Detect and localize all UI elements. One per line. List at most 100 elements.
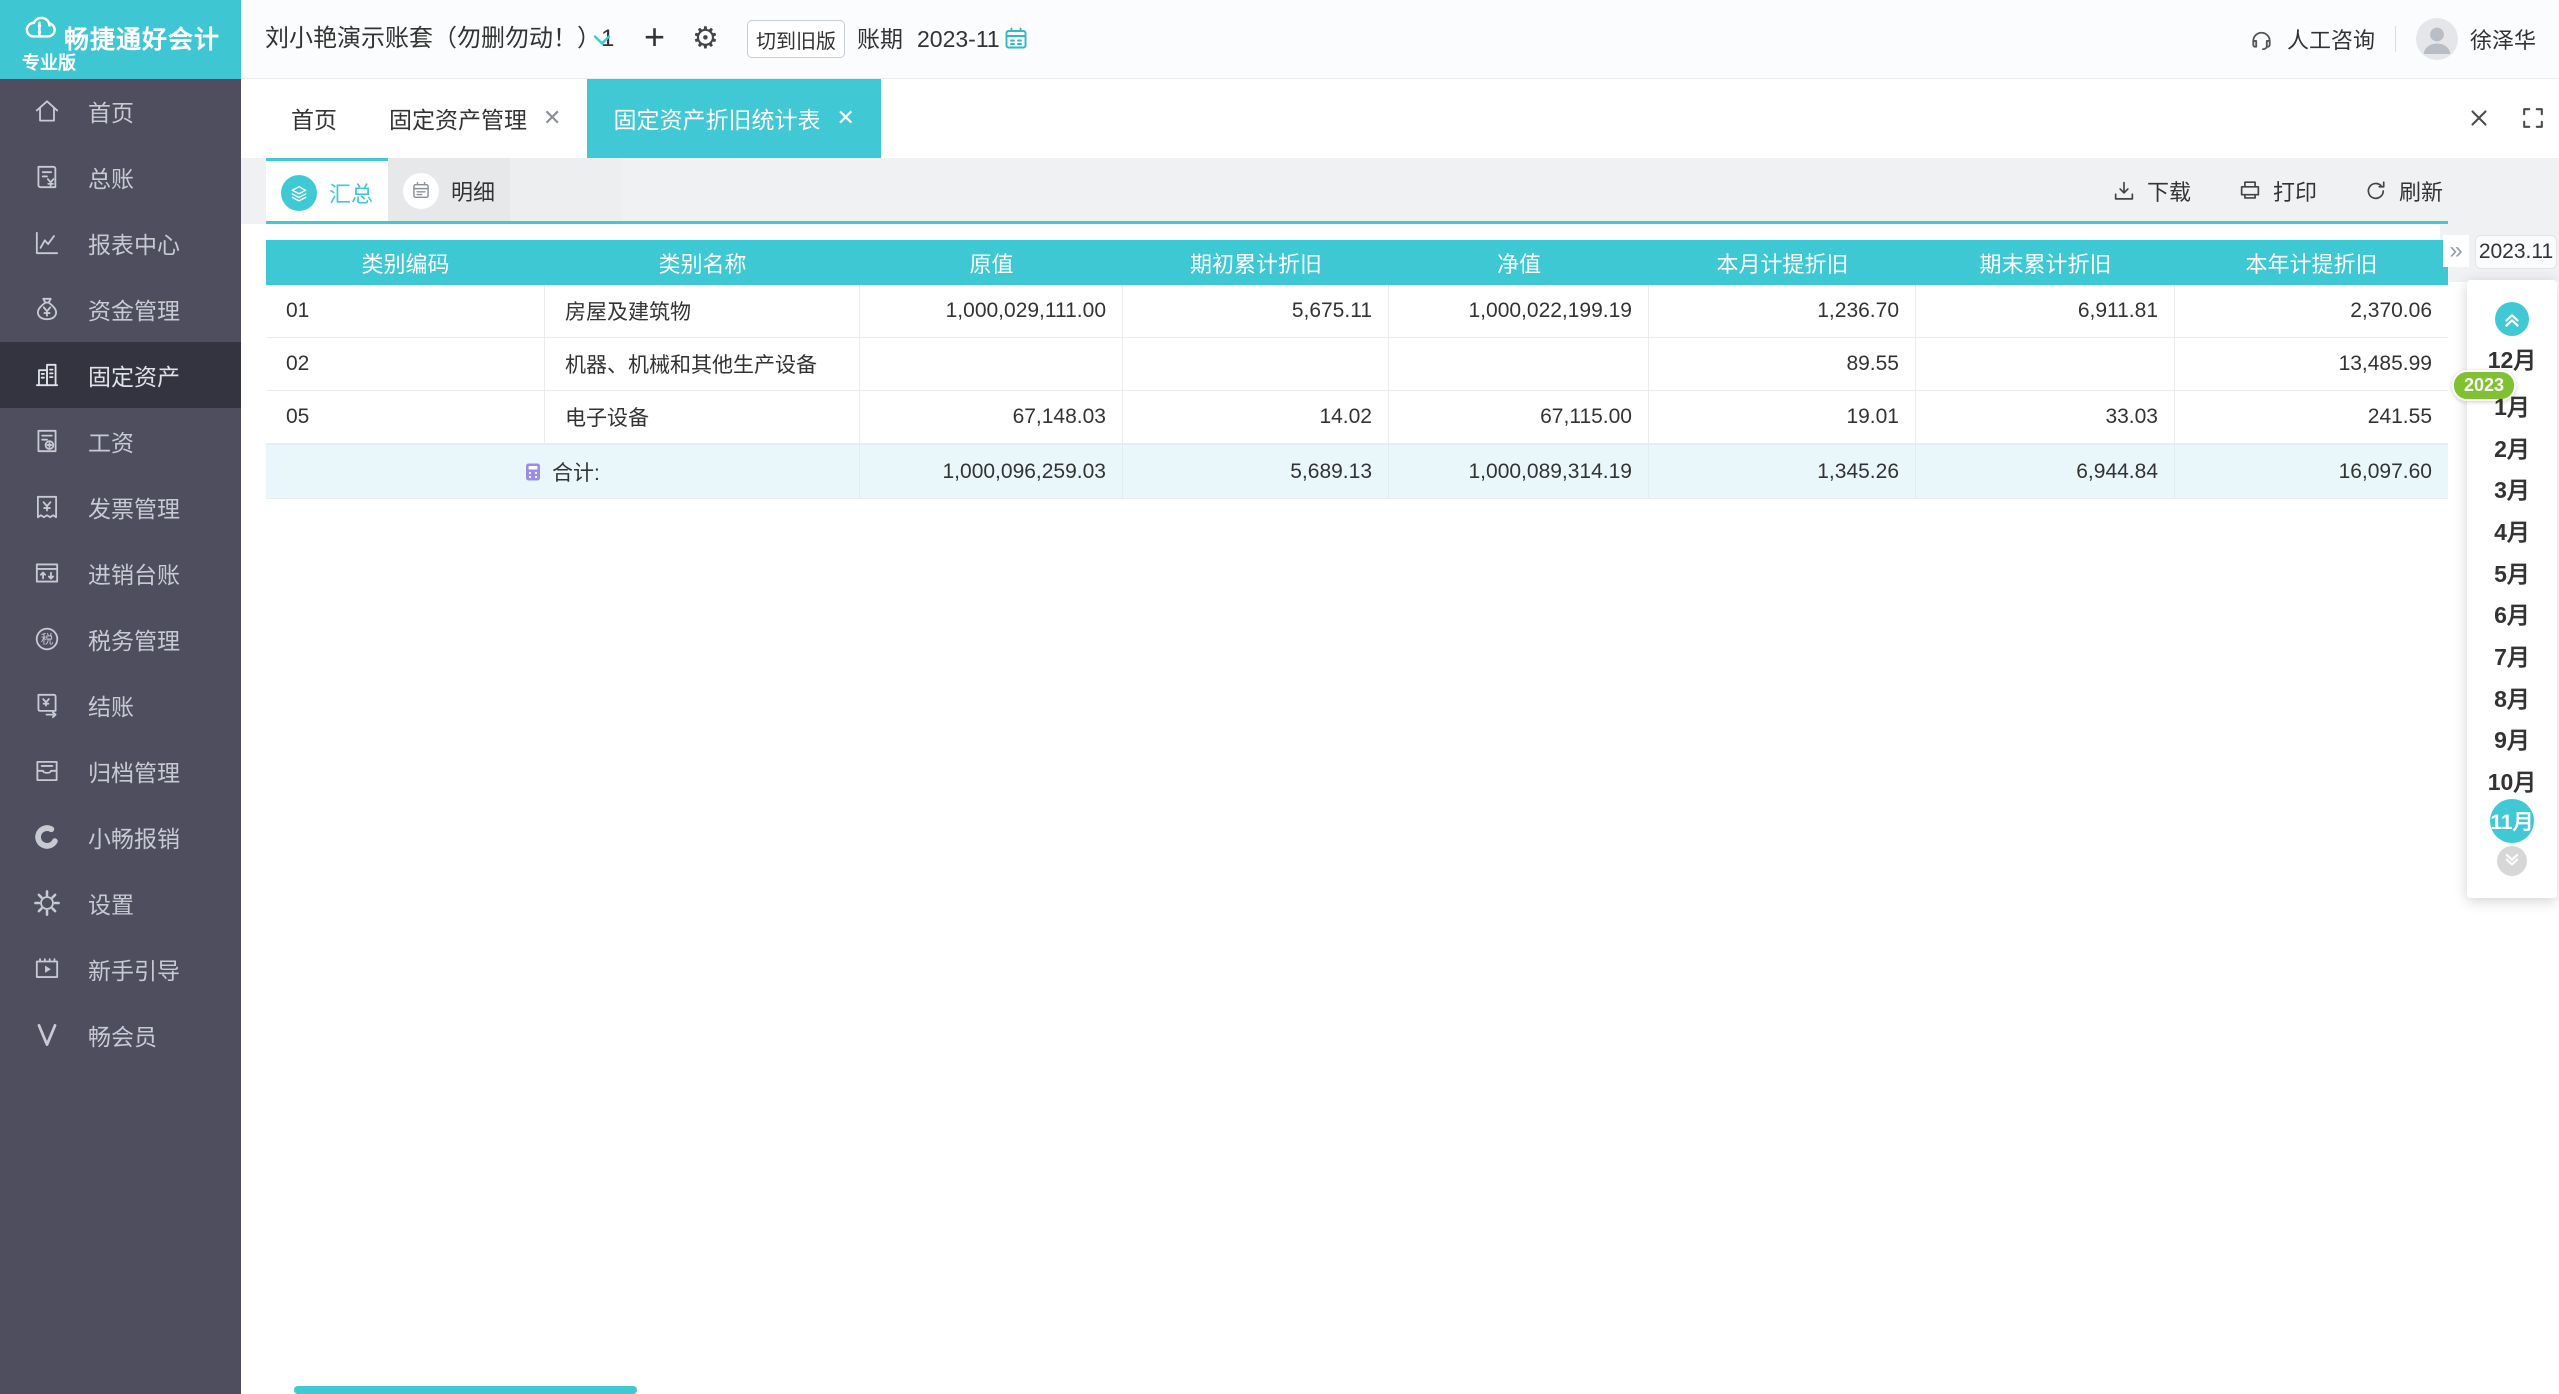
- download-button[interactable]: 下载: [2111, 175, 2191, 207]
- action-label: 打印: [2272, 180, 2317, 205]
- view-tab-detail[interactable]: 明细: [388, 158, 510, 224]
- sidebar-item-chang-member[interactable]: 畅会员: [0, 1002, 241, 1068]
- username[interactable]: 徐泽华: [2470, 28, 2537, 53]
- total-value-cell: 5,689.13: [1123, 445, 1389, 498]
- sidebar-item-archive-management[interactable]: 归档管理: [0, 738, 241, 804]
- funds-icon: [32, 294, 62, 324]
- table-cell: 5,675.11: [1123, 285, 1389, 337]
- scroll-months-up-icon[interactable]: [2495, 302, 2529, 336]
- month-item-8[interactable]: 8月: [2494, 685, 2530, 712]
- table-cell: 1,000,022,199.19: [1389, 285, 1649, 337]
- month-item-4[interactable]: 4月: [2494, 518, 2530, 545]
- sidebar-item-label: 归档管理: [88, 760, 180, 786]
- member-icon: [32, 1020, 62, 1050]
- calendar-icon[interactable]: [1002, 25, 1030, 53]
- layers-icon: [280, 174, 317, 211]
- close-tab-icon[interactable]: ✕: [836, 105, 855, 130]
- action-label: 下载: [2146, 180, 2191, 205]
- add-account-icon[interactable]: +: [644, 16, 666, 57]
- switch-old-version-button[interactable]: 切到旧版: [747, 20, 845, 58]
- table-cell: 19.01: [1649, 391, 1916, 443]
- chevron-down-icon[interactable]: [590, 28, 614, 52]
- sidebar-item-home[interactable]: 首页: [0, 78, 241, 144]
- table-cell: 机器、机械和其他生产设备: [545, 338, 860, 390]
- period-month-panel: 12月 2023 1月 2月 3月 4月 5月 6月 7月 8月 9月 10月 11月: [2452, 280, 2557, 898]
- month-item-dec[interactable]: 12月: [2487, 347, 2537, 373]
- support-link[interactable]: 人工咨询: [2287, 28, 2376, 53]
- sidebar-item-closing[interactable]: 结账: [0, 672, 241, 738]
- scroll-months-down-icon[interactable]: [2497, 846, 2527, 876]
- sidebar-item-purchase-sales-ledger[interactable]: 进销台账: [0, 540, 241, 606]
- sidebar-item-label: 工资: [88, 430, 134, 456]
- tab-label: 首页: [291, 107, 337, 133]
- sidebar-item-xiaochang-expense[interactable]: 小畅报销: [0, 804, 241, 870]
- depreciation-table: 类别编码 类别名称 原值 期初累计折旧 净值 本月计提折旧 期末累计折旧 本年计提折旧 01 房…: [266, 240, 2448, 499]
- guide-icon: [32, 954, 62, 984]
- fixed-assets-icon: [32, 360, 62, 390]
- view-tabs-filler: [510, 158, 622, 224]
- refresh-button[interactable]: 刷新: [2363, 175, 2443, 207]
- expense-icon: [32, 822, 62, 852]
- sidebar-item-tax-management[interactable]: 税 税务管理: [0, 606, 241, 672]
- table-row[interactable]: 01 房屋及建筑物 1,000,029,111.00 5,675.11 1,000,02…: [266, 285, 2448, 338]
- view-tab-summary[interactable]: 汇总: [266, 158, 388, 224]
- sidebar-item-label: 新手引导: [88, 958, 180, 984]
- topbar: 畅捷通好会计 专业版 刘小艳演示账套（勿删勿动！）1 + ⚙ 切到旧版 账期 2…: [0, 0, 2559, 79]
- action-label: 刷新: [2398, 180, 2443, 205]
- period-label: 账期: [857, 26, 903, 52]
- sidebar-item-fixed-assets[interactable]: 固定资产: [0, 342, 241, 408]
- month-item-1[interactable]: 1月: [2494, 393, 2530, 420]
- month-item-9[interactable]: 9月: [2494, 727, 2530, 754]
- total-value-cell: 1,345.26: [1649, 445, 1916, 498]
- detail-icon: [402, 173, 439, 209]
- avatar[interactable]: [2416, 18, 2459, 60]
- print-icon: [2237, 178, 2263, 204]
- table-row[interactable]: 02 机器、机械和其他生产设备 89.55 13,485.99: [266, 338, 2448, 391]
- current-period-box[interactable]: 2023.11: [2475, 235, 2557, 269]
- sidebar-item-salary[interactable]: 工资: [0, 408, 241, 474]
- person-icon: [2423, 27, 2451, 54]
- settings-icon: [32, 888, 62, 918]
- month-item-selected[interactable]: 11月: [2490, 799, 2534, 843]
- sidebar-item-settings[interactable]: 设置: [0, 870, 241, 936]
- close-tab-icon[interactable]: ✕: [543, 105, 562, 130]
- main-area: 首页 固定资产管理 ✕ 固定资产折旧统计表 ✕ 汇总 明细 下载 打印 刷新 » 2023.1…: [241, 78, 2559, 1394]
- salary-icon: [32, 426, 62, 456]
- account-name[interactable]: 刘小艳演示账套（勿删勿动！）1: [265, 25, 615, 52]
- print-button[interactable]: 打印: [2237, 175, 2317, 207]
- sidebar-item-label: 设置: [88, 892, 134, 918]
- month-item-3[interactable]: 3月: [2494, 477, 2530, 504]
- month-item-6[interactable]: 6月: [2494, 602, 2530, 629]
- sidebar: 首页 总账 报表中心 资金管理 固定资产工资发票管理进销台账税 税务管理 结账归档管理小畅报…: [0, 78, 241, 1394]
- sidebar-item-label: 发票管理: [88, 496, 180, 522]
- ledger-icon: [32, 162, 62, 192]
- tab-home[interactable]: 首页: [265, 78, 363, 158]
- sidebar-item-beginner-guide[interactable]: 新手引导: [0, 936, 241, 1002]
- total-calc-icon: [523, 462, 543, 482]
- month-item-7[interactable]: 7月: [2494, 643, 2530, 670]
- total-label: 合计:: [552, 461, 600, 485]
- tab-fixed-assets-management[interactable]: 固定资产管理 ✕: [363, 78, 587, 158]
- month-item-2[interactable]: 2月: [2494, 435, 2530, 462]
- tab-depreciation-report[interactable]: 固定资产折旧统计表 ✕: [587, 78, 881, 158]
- sidebar-item-general-ledger[interactable]: 总账: [0, 144, 241, 210]
- month-item-5[interactable]: 5月: [2494, 560, 2530, 587]
- table-cell: 14.02: [1123, 391, 1389, 443]
- table-cell: 房屋及建筑物: [545, 285, 860, 337]
- close-tab-panel-icon[interactable]: [2459, 96, 2499, 140]
- collapse-panel-icon[interactable]: »: [2443, 235, 2469, 267]
- tab-label: 固定资产管理: [389, 107, 527, 133]
- fullscreen-icon[interactable]: [2513, 96, 2553, 140]
- month-item-10[interactable]: 10月: [2487, 769, 2537, 796]
- table-total-row: 合计: 1,000,096,259.03 5,689.13 1,000,089,314…: [266, 444, 2448, 499]
- table-cell: 05: [266, 391, 545, 443]
- sidebar-item-invoice-management[interactable]: 发票管理: [0, 474, 241, 540]
- horizontal-scrollbar[interactable]: [294, 1386, 637, 1394]
- sidebar-item-funds-management[interactable]: 资金管理: [0, 276, 241, 342]
- period-value[interactable]: 2023-11: [917, 26, 1000, 52]
- table-cell: 33.03: [1916, 391, 2175, 443]
- gear-icon[interactable]: ⚙: [692, 22, 719, 55]
- sidebar-item-report-center[interactable]: 报表中心: [0, 210, 241, 276]
- sidebar-item-label: 税务管理: [88, 628, 180, 654]
- table-row[interactable]: 05 电子设备 67,148.03 14.02 67,115.00 19.01 33.03 2…: [266, 391, 2448, 444]
